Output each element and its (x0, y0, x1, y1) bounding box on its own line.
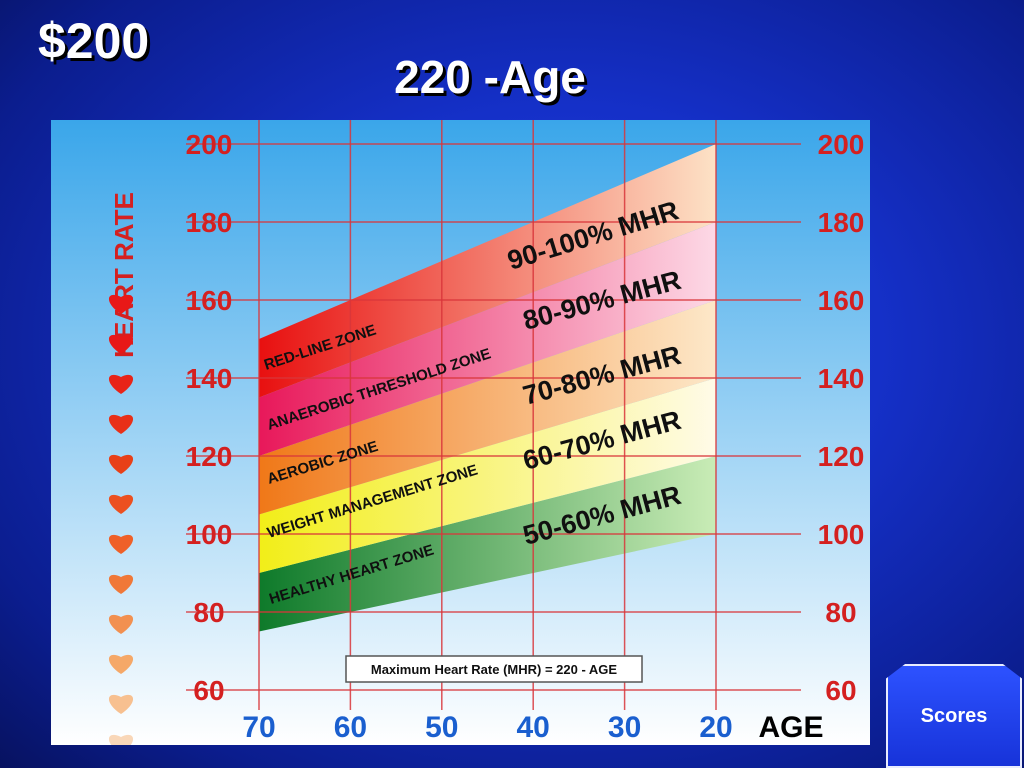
x-tick-label: 30 (608, 711, 641, 744)
heart-icon (108, 454, 134, 474)
y-tick-label-right: 100 (818, 519, 865, 550)
dollar-amount: $200 (38, 13, 150, 69)
heart-icon (108, 334, 134, 354)
zone-band (259, 456, 716, 632)
heart-icon (108, 414, 134, 434)
y-tick-label-right: 180 (818, 207, 865, 238)
heart-icon (108, 534, 134, 554)
y-tick-label-left: 80 (193, 597, 224, 628)
formula-box (345, 655, 643, 683)
x-tick-label: 20 (699, 711, 732, 744)
y-tick-label-left: 180 (186, 207, 233, 238)
scores-button-label: Scores (920, 704, 988, 727)
y-tick-label-left: 200 (186, 129, 233, 160)
x-axis-label: AGE (758, 711, 823, 744)
heart-rate-chart: 200 200 180 180 160 160 140 140 120 120 100 100 80 80… (51, 120, 870, 754)
x-tick-label: 50 (425, 711, 458, 744)
heart-icon (108, 694, 134, 714)
y-axis-label: HEART RATE (109, 192, 139, 358)
heart-rate-chart-svg: 200 200 180 180 160 160 140 140 120 120 100 100 80 80… (51, 120, 870, 754)
x-tick-label: 70 (242, 711, 275, 744)
zone-band (259, 222, 716, 456)
heart-icon (108, 574, 134, 594)
y-tick-label-left: 100 (186, 519, 233, 550)
zone-band (259, 144, 716, 398)
zone-band (259, 378, 716, 573)
heart-icon (108, 614, 134, 634)
heart-icon (108, 654, 134, 674)
x-tick-label: 60 (334, 711, 367, 744)
y-tick-label-right: 200 (818, 129, 865, 160)
heart-icon (108, 374, 134, 394)
formula-text: Maximum Heart Rate (MHR) = 220 - AGE (371, 662, 618, 677)
y-tick-label-right: 80 (825, 597, 856, 628)
x-tick-label: 40 (517, 711, 550, 744)
y-tick-label-left: 160 (186, 285, 233, 316)
y-tick-label-right: 120 (818, 441, 865, 472)
heart-icon (108, 294, 134, 314)
zone-band (259, 300, 716, 515)
y-tick-label-right: 160 (818, 285, 865, 316)
y-tick-label-left: 120 (186, 441, 233, 472)
y-tick-label-right: 60 (825, 675, 856, 706)
y-tick-label-left: 60 (193, 675, 224, 706)
y-tick-label-left: 140 (186, 363, 233, 394)
slide-title: 220 -Age (394, 51, 586, 103)
heart-icon (108, 494, 134, 514)
scores-button[interactable]: Scores (886, 664, 1022, 768)
y-tick-label-right: 140 (818, 363, 865, 394)
